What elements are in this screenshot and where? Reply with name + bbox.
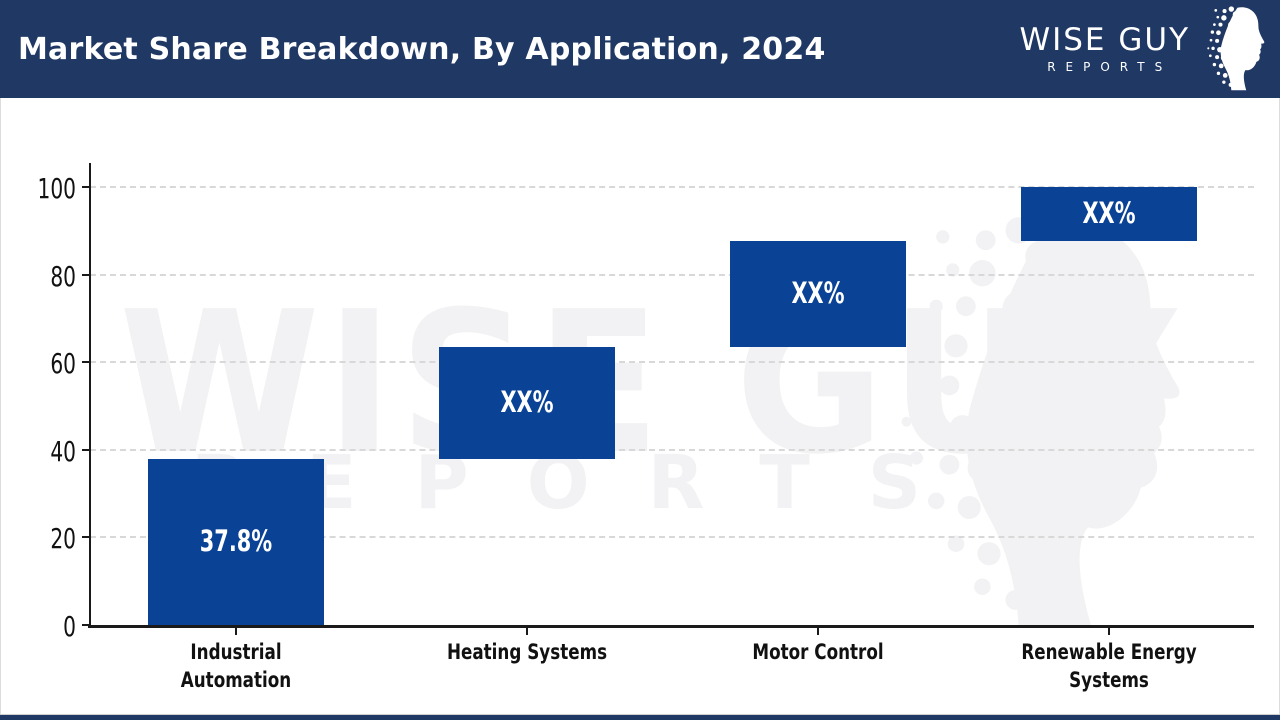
y-tick-mark [82, 186, 90, 188]
brand-name: WISE GUY [1019, 22, 1190, 58]
x-tick-mark [816, 627, 819, 635]
gridline-60 [90, 361, 1254, 364]
x-tick-label: Heating Systems [446, 640, 607, 665]
bar-1 [147, 459, 324, 625]
y-tick-label: 40 [50, 434, 76, 468]
wise-guy-head-icon [1207, 6, 1265, 91]
plot: 0 20 40 60 80 100 37.8% Industrial Automation XX… [1, 98, 1279, 715]
gridline-40 [90, 448, 1254, 451]
gridline-80 [90, 273, 1254, 276]
bar-value-label: XX% [790, 276, 845, 311]
chart-area: WISE GUY REPORTS 0 20 40 60 80 100 37.8% Indust… [0, 98, 1280, 715]
gridline-100 [90, 186, 1254, 188]
gridline-20 [90, 536, 1254, 539]
bar-value-label: XX% [499, 385, 554, 420]
x-tick-label: Industrial Automation [180, 640, 291, 693]
brand-subname: REPORTS [1047, 60, 1173, 74]
y-tick-mark [82, 273, 90, 276]
bar-value-label: 37.8% [199, 524, 272, 559]
y-tick-mark [82, 361, 90, 364]
y-tick-label: 20 [50, 522, 76, 556]
y-axis-line [88, 163, 91, 626]
y-tick-label: 100 [37, 172, 76, 205]
x-tick-label: Renewable Energy Systems [1020, 640, 1197, 693]
y-tick-label: 60 [50, 347, 76, 381]
x-axis-line [88, 625, 1254, 628]
bar-value-label: XX% [1081, 196, 1136, 231]
x-tick-mark [234, 627, 237, 635]
footer-accent-bar [0, 714, 1280, 720]
x-tick-mark [525, 627, 528, 635]
y-tick-label: 80 [50, 259, 76, 293]
brand-logo: WISE GUY REPORTS [1019, 5, 1280, 93]
brand-logo-text: WISE GUY REPORTS [1019, 22, 1190, 74]
x-tick-mark [1107, 627, 1110, 635]
y-tick-mark [82, 624, 90, 626]
bar-2 [438, 346, 615, 460]
page-title: Market Share Breakdown, By Application, … [18, 31, 826, 67]
header: Market Share Breakdown, By Application, … [0, 0, 1280, 98]
y-tick-label: 0 [63, 610, 76, 643]
y-tick-mark [82, 448, 90, 451]
bar-3 [729, 241, 906, 347]
x-tick-label: Motor Control [751, 640, 884, 665]
y-tick-mark [82, 536, 90, 539]
